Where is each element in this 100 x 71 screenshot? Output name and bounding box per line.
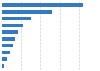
Bar [2,64,4,68]
Bar [2,10,52,14]
Bar [2,17,31,21]
Bar [2,24,23,27]
Bar [2,57,7,61]
Bar [2,37,15,41]
Bar [2,44,13,47]
Bar [2,3,83,7]
Bar [2,50,10,54]
Bar [2,30,18,34]
